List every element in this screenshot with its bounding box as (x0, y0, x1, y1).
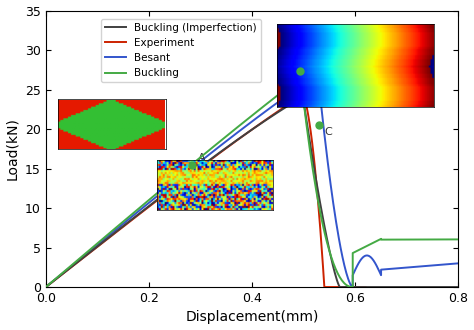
Text: B: B (303, 61, 310, 71)
Text: A: A (198, 153, 206, 163)
Y-axis label: Load(kN): Load(kN) (6, 117, 19, 180)
Legend: Buckling (Imperfection), Experiment, Besant, Buckling: Buckling (Imperfection), Experiment, Bes… (100, 18, 261, 82)
Text: C: C (324, 127, 332, 137)
X-axis label: Displacement(mm): Displacement(mm) (185, 311, 319, 324)
